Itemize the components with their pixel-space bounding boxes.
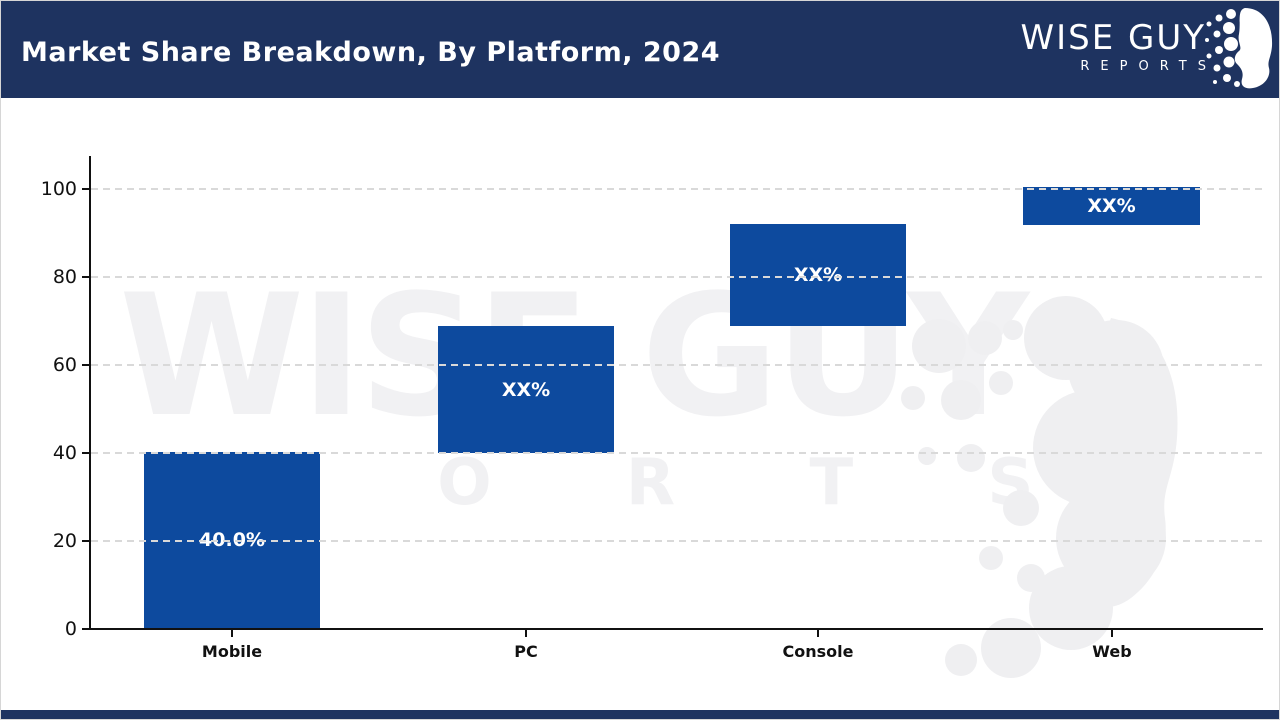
x-tick-mark <box>525 630 527 637</box>
watermark-face-icon <box>901 296 1178 678</box>
gridline-40 <box>91 452 1263 454</box>
page-title: Market Share Breakdown, By Platform, 202… <box>21 37 721 68</box>
x-tick-mark <box>1111 630 1113 637</box>
gridline-80 <box>91 276 1263 278</box>
x-label-console: Console <box>782 642 854 661</box>
logo-wordmark: WISE GUY <box>1020 18 1206 58</box>
x-label-pc: PC <box>514 642 538 661</box>
y-tick-mark <box>82 540 89 542</box>
gridline-60 <box>91 364 1263 366</box>
gridline-20 <box>91 540 1263 542</box>
y-tick-mark <box>82 628 89 630</box>
y-tick-label: 40 <box>52 442 77 464</box>
y-tick-label: 20 <box>52 530 77 552</box>
bar-console-value-label: XX% <box>793 264 843 286</box>
bar-web-value-label: XX% <box>1087 195 1136 217</box>
bar-console: XX% <box>730 224 906 326</box>
y-tick-mark <box>82 364 89 366</box>
gridline-100 <box>91 188 1263 190</box>
y-tick-label: 60 <box>52 354 77 376</box>
y-axis-spine <box>89 156 91 630</box>
wiseguy-logo: WISE GUY REPORTS <box>1020 19 1206 74</box>
bar-web: XX% <box>1023 187 1200 225</box>
x-label-mobile: Mobile <box>201 642 263 661</box>
bar-pc: XX% <box>438 326 614 453</box>
logo-subtext: REPORTS <box>1080 59 1217 74</box>
x-axis-spine <box>89 628 1263 630</box>
y-tick-mark <box>82 188 89 190</box>
y-tick-label: 0 <box>64 618 77 640</box>
y-tick-label: 100 <box>40 178 77 200</box>
watermark-subtext: P O R T S <box>256 446 1090 520</box>
y-tick-label: 80 <box>52 266 77 288</box>
footer-bar <box>1 710 1279 719</box>
x-tick-mark <box>231 630 233 637</box>
x-tick-mark <box>817 630 819 637</box>
y-tick-mark <box>82 452 89 454</box>
header-bar: Market Share Breakdown, By Platform, 202… <box>1 1 1279 98</box>
y-tick-mark <box>82 276 89 278</box>
x-label-web: Web <box>1092 642 1132 661</box>
wiseguy-face-icon <box>1205 8 1273 89</box>
chart-area: WISE GUY P O R T S 40.0% XX% <box>1 98 1279 712</box>
bar-pc-value-label: XX% <box>501 378 551 401</box>
